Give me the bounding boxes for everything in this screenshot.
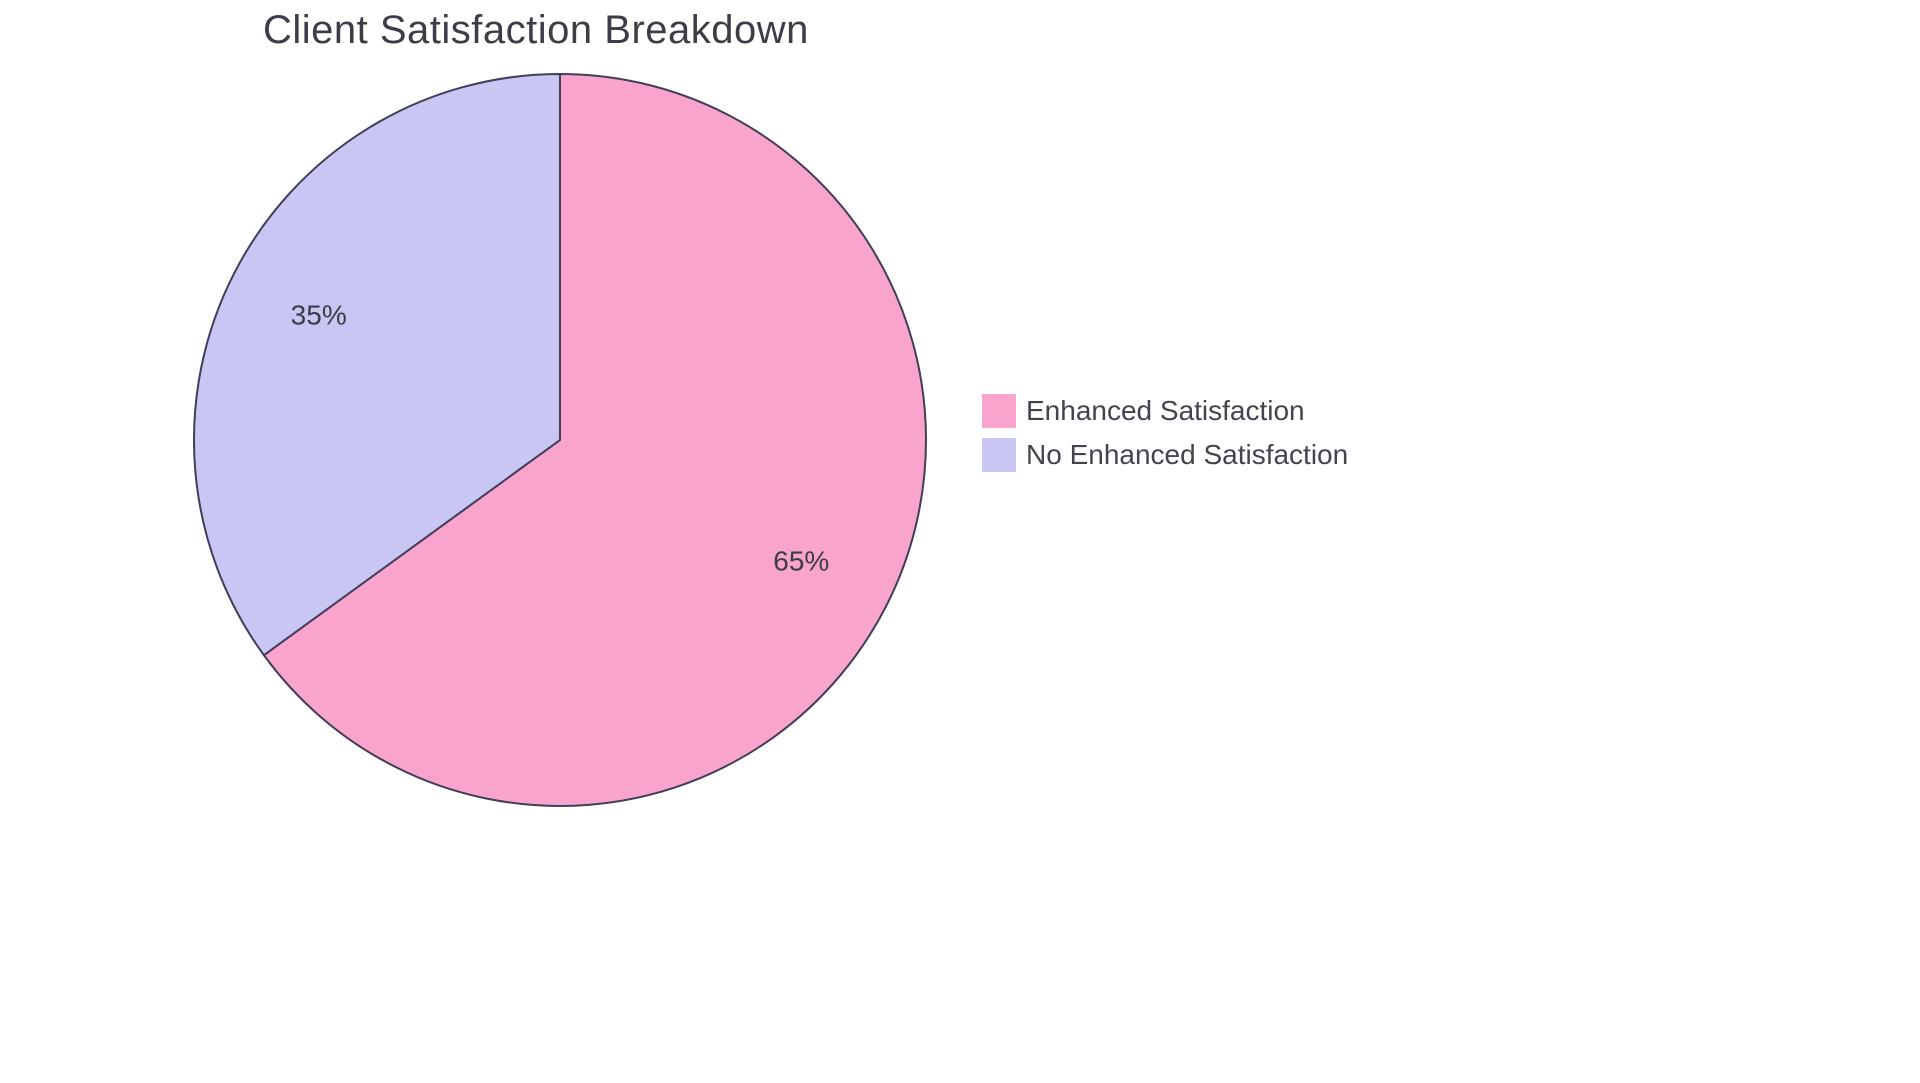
pie-slice-0: [262, 73, 927, 807]
slice-value-label-1: 35%: [291, 299, 347, 330]
chart-title: Client Satisfaction Breakdown: [263, 8, 809, 52]
slice-value-label-0: 65%: [773, 545, 829, 576]
legend: Enhanced Satisfaction No Enhanced Satisf…: [982, 394, 1348, 472]
legend-item-no-enhanced: No Enhanced Satisfaction: [982, 438, 1348, 472]
legend-item-enhanced: Enhanced Satisfaction: [982, 394, 1348, 428]
legend-label-enhanced-satisfaction: Enhanced Satisfaction: [1026, 395, 1305, 426]
legend-swatch-enhanced-satisfaction: [982, 394, 1016, 428]
legend-label-no-enhanced-satisfaction: No Enhanced Satisfaction: [1026, 439, 1349, 470]
pie-slice-1: [193, 73, 561, 657]
legend-swatch-no-enhanced-satisfaction: [982, 438, 1016, 472]
